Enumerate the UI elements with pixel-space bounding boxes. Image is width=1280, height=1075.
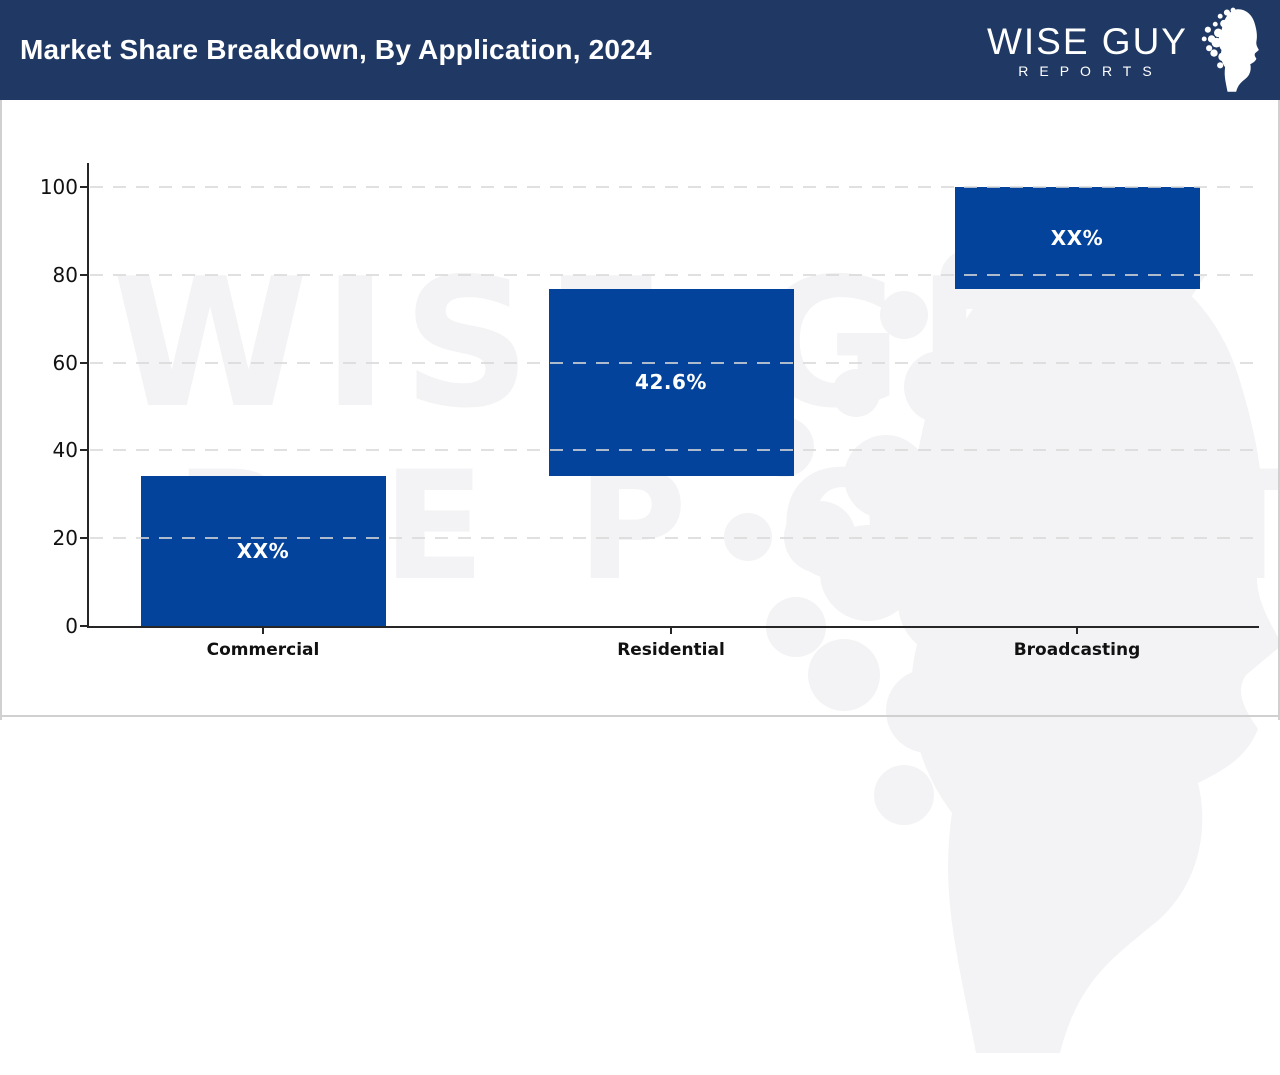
y-tick-0 (80, 625, 88, 627)
brand-logo: WISE GUY REPORTS (987, 0, 1266, 100)
y-tick-label-0: 0 (65, 614, 78, 638)
bar-value-label-residential: 42.6% (635, 370, 707, 395)
y-tick-80 (80, 273, 88, 276)
y-tick-label-20: 20 (52, 526, 78, 551)
y-tick-100 (80, 186, 88, 188)
bar-residential (548, 288, 794, 476)
wise-guy-face-icon (1201, 7, 1259, 92)
x-axis-label-residential: Residential (617, 640, 725, 660)
bar-commercial (140, 475, 386, 626)
y-tick-20 (80, 537, 88, 540)
header-bar: Market Share Breakdown, By Application, … (0, 0, 1280, 100)
bar-broadcasting (954, 187, 1200, 289)
y-axis-line (87, 163, 89, 628)
brand-name: WISE GUY (986, 20, 1188, 62)
right-border (1278, 100, 1280, 720)
gridline-60 (90, 361, 1255, 364)
page-title: Market Share Breakdown, By Application, … (20, 34, 652, 65)
y-tick-label-80: 80 (52, 262, 78, 287)
gridline-20 (90, 537, 1255, 540)
y-tick-label-60: 60 (52, 350, 78, 375)
bar-value-label-broadcasting: XX% (1050, 225, 1104, 250)
gridline-100 (90, 186, 1255, 188)
x-axis-label-broadcasting: Broadcasting (1013, 640, 1141, 660)
left-border (0, 100, 2, 720)
y-tick-label-100: 100 (39, 175, 78, 199)
x-tick-commercial (262, 626, 264, 634)
waterfall-chart: 0 20 40 60 80 100 XX% Commercial 42.6% Residentia… (0, 100, 1280, 720)
bottom-border (0, 715, 1280, 717)
x-tick-residential (670, 626, 672, 634)
gridline-40 (90, 449, 1255, 452)
x-axis-line (87, 626, 1259, 628)
bar-value-label-commercial: XX% (236, 538, 290, 563)
brand-subname: REPORTS (1018, 62, 1163, 79)
x-axis-label-commercial: Commercial (206, 640, 320, 660)
y-tick-60 (80, 361, 88, 364)
x-tick-broadcasting (1076, 626, 1078, 634)
gridline-80 (90, 273, 1255, 276)
y-tick-40 (80, 449, 88, 452)
y-tick-label-40: 40 (52, 438, 78, 463)
